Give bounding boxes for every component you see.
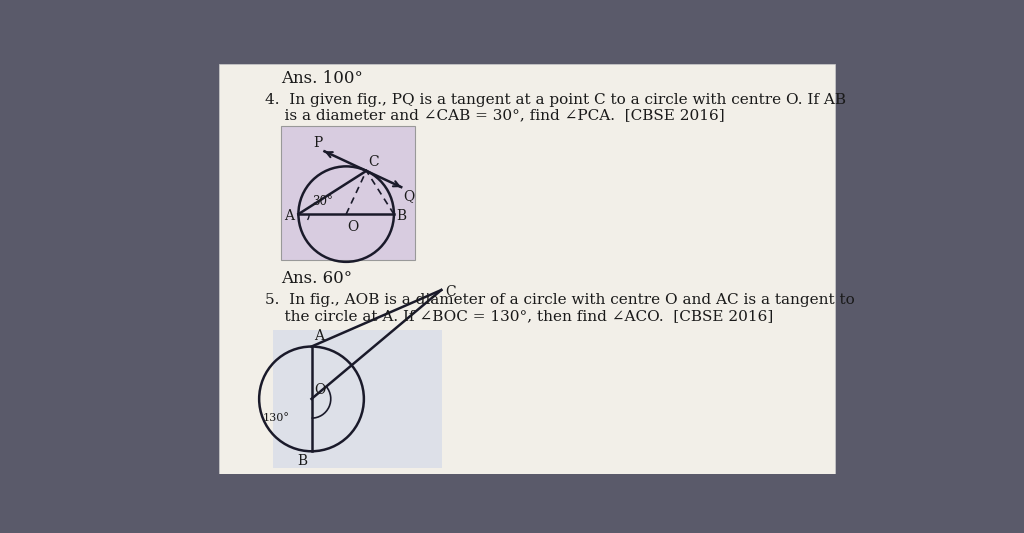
Bar [219,64,836,474]
Text: 130°: 130° [263,413,290,423]
Text: 30°: 30° [312,195,333,208]
Text: 4.  In given fig., PQ is a tangent at a point C to a circle with centre O. If AB: 4. In given fig., PQ is a tangent at a p… [265,93,846,107]
Text: Q: Q [402,189,414,203]
Text: O: O [313,383,325,397]
Text: B: B [396,208,407,223]
Text: O: O [348,220,359,235]
Bar [273,329,442,468]
Bar [281,126,416,260]
Text: C: C [445,285,456,298]
Text: A: A [285,208,295,223]
Text: Ans. 100°: Ans. 100° [281,70,362,87]
Text: P: P [313,136,323,150]
Text: B: B [298,454,307,467]
Text: Ans. 60°: Ans. 60° [281,270,352,287]
Text: the circle at A. If ∠BOC = 130°, then find ∠ACO.  [CBSE 2016]: the circle at A. If ∠BOC = 130°, then fi… [265,309,773,323]
Text: C: C [369,155,379,168]
Text: is a diameter and ∠CAB = 30°, find ∠PCA.  [CBSE 2016]: is a diameter and ∠CAB = 30°, find ∠PCA.… [265,109,725,123]
Text: A: A [313,329,324,343]
Text: 5.  In fig., AOB is a diameter of a circle with centre O and AC is a tangent to: 5. In fig., AOB is a diameter of a circl… [265,294,855,308]
